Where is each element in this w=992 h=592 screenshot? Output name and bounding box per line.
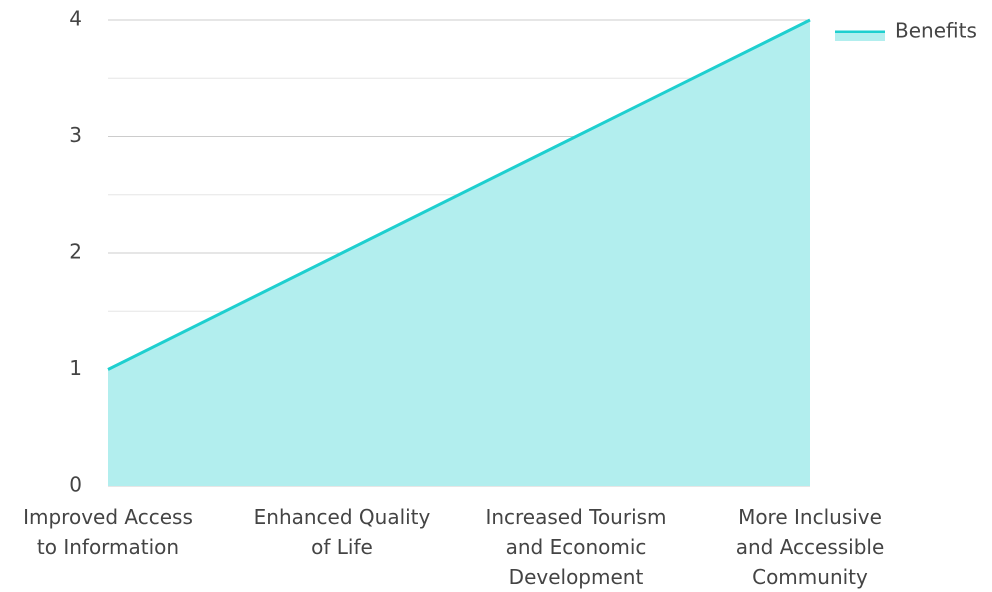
y-tick-label: 4 bbox=[69, 7, 82, 31]
area bbox=[108, 20, 810, 486]
x-tick-label: Enhanced Quality of Life bbox=[253, 505, 431, 559]
y-tick-label: 2 bbox=[69, 240, 82, 264]
y-tick-label: 0 bbox=[69, 473, 82, 497]
legend-swatch-fill bbox=[835, 33, 885, 41]
y-tick-label: 3 bbox=[69, 123, 82, 147]
x-tick-label: Improved Access to Information bbox=[23, 505, 193, 559]
line bbox=[107, 18, 811, 371]
legend-label: Benefits bbox=[895, 19, 977, 43]
x-tick-label: Increased Tourism and Economic Developme… bbox=[485, 505, 667, 589]
x-tick-label: More Inclusive and Accessible Community bbox=[735, 505, 885, 589]
y-tick-label: 1 bbox=[69, 356, 82, 380]
